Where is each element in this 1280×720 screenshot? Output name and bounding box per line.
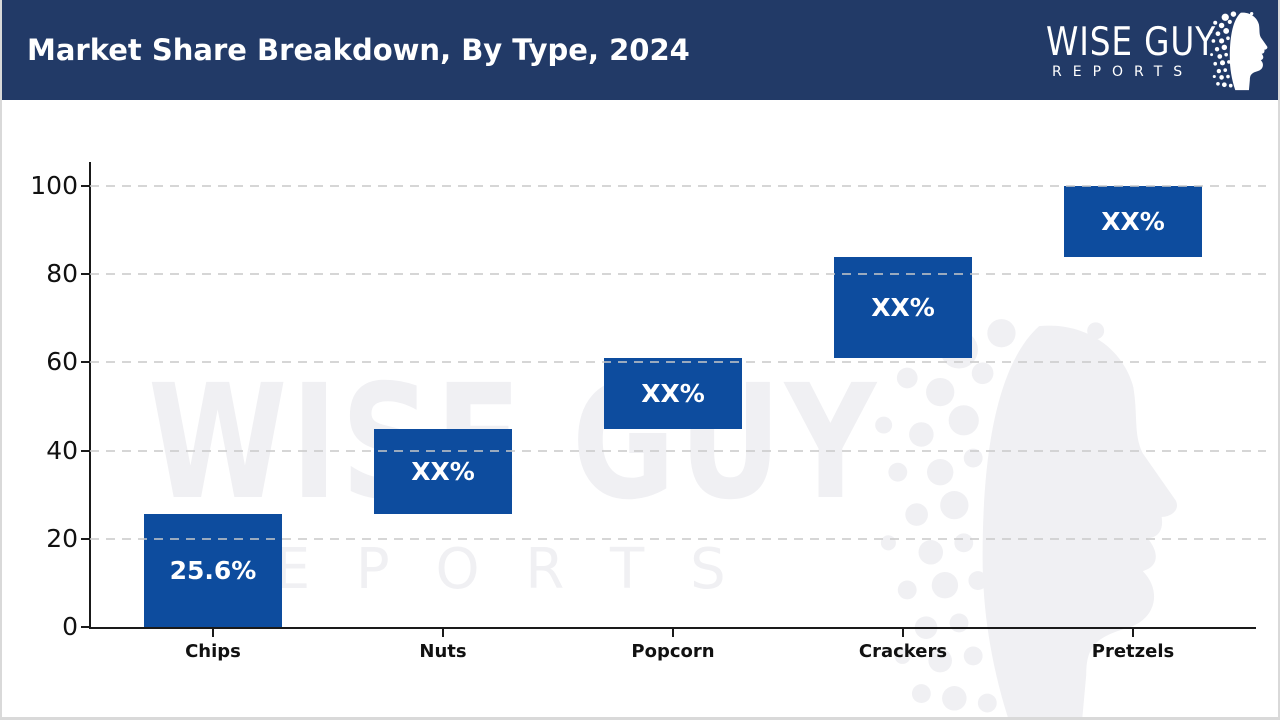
x-axis-label-popcorn: Popcorn (631, 641, 715, 662)
chart-area: WISE GUY R E P O R T S 0 20 40 60 80 100 25.6%… (2, 100, 1278, 717)
gridline-100 (90, 185, 1266, 187)
x-tick-mark-chips (212, 629, 214, 637)
x-axis-label-chips: Chips (185, 641, 241, 662)
bar-value-label-pretzels: XX% (1101, 206, 1165, 236)
y-tick-mark-80 (81, 273, 89, 276)
bar-value-label-nuts: XX% (411, 456, 475, 486)
x-axis-label-nuts: Nuts (419, 641, 467, 662)
y-tick-label-0: 0 (62, 612, 78, 641)
bar-nuts[interactable]: XX% (374, 428, 512, 515)
x-tick-mark-pretzels (1132, 629, 1134, 637)
bar-value-label-crackers: XX% (871, 292, 935, 322)
gridline-60 (90, 361, 1266, 364)
wise-guy-reports-logo: WISE GUY REPORTS (1010, 8, 1270, 94)
y-tick-label-80: 80 (46, 259, 78, 289)
bar-value-label-chips: 25.6% (169, 556, 257, 586)
y-tick-mark-60 (81, 361, 89, 364)
gridline-80 (90, 273, 1266, 276)
bar-chips[interactable]: 25.6% (144, 514, 282, 627)
y-tick-mark-0 (81, 626, 89, 628)
watermark-wordmark: WISE GUY (148, 351, 880, 535)
bar-pretzels[interactable]: XX% (1064, 186, 1202, 257)
gridline-20 (90, 537, 1266, 540)
bar-popcorn[interactable]: XX% (604, 357, 742, 429)
logo-wordmark: WISE GUY (1046, 20, 1217, 65)
x-axis-label-pretzels: Pretzels (1091, 641, 1175, 662)
x-tick-mark-nuts (442, 629, 444, 637)
x-axis-label-crackers: Crackers (858, 641, 948, 662)
y-tick-mark-20 (81, 537, 89, 540)
y-tick-label-20: 20 (46, 523, 78, 553)
x-tick-mark-popcorn (672, 629, 674, 637)
y-tick-label-100: 100 (30, 171, 78, 200)
y-tick-mark-40 (81, 449, 89, 452)
y-tick-label-40: 40 (46, 435, 78, 465)
page-title: Market Share Breakdown, By Type, 2024 (27, 33, 690, 67)
y-tick-mark-100 (81, 185, 89, 187)
x-axis-line (89, 627, 1256, 629)
bar-crackers[interactable]: XX% (834, 256, 972, 358)
bar-value-label-popcorn: XX% (641, 378, 705, 408)
y-axis-line (89, 162, 91, 629)
logo-subtext: REPORTS (1052, 64, 1194, 80)
gridline-40 (90, 449, 1266, 452)
x-tick-mark-crackers (902, 629, 904, 637)
header-banner: Market Share Breakdown, By Type, 2024 WI… (2, 0, 1278, 100)
y-tick-label-60: 60 (46, 347, 78, 377)
dotted-head-icon (1209, 11, 1268, 91)
